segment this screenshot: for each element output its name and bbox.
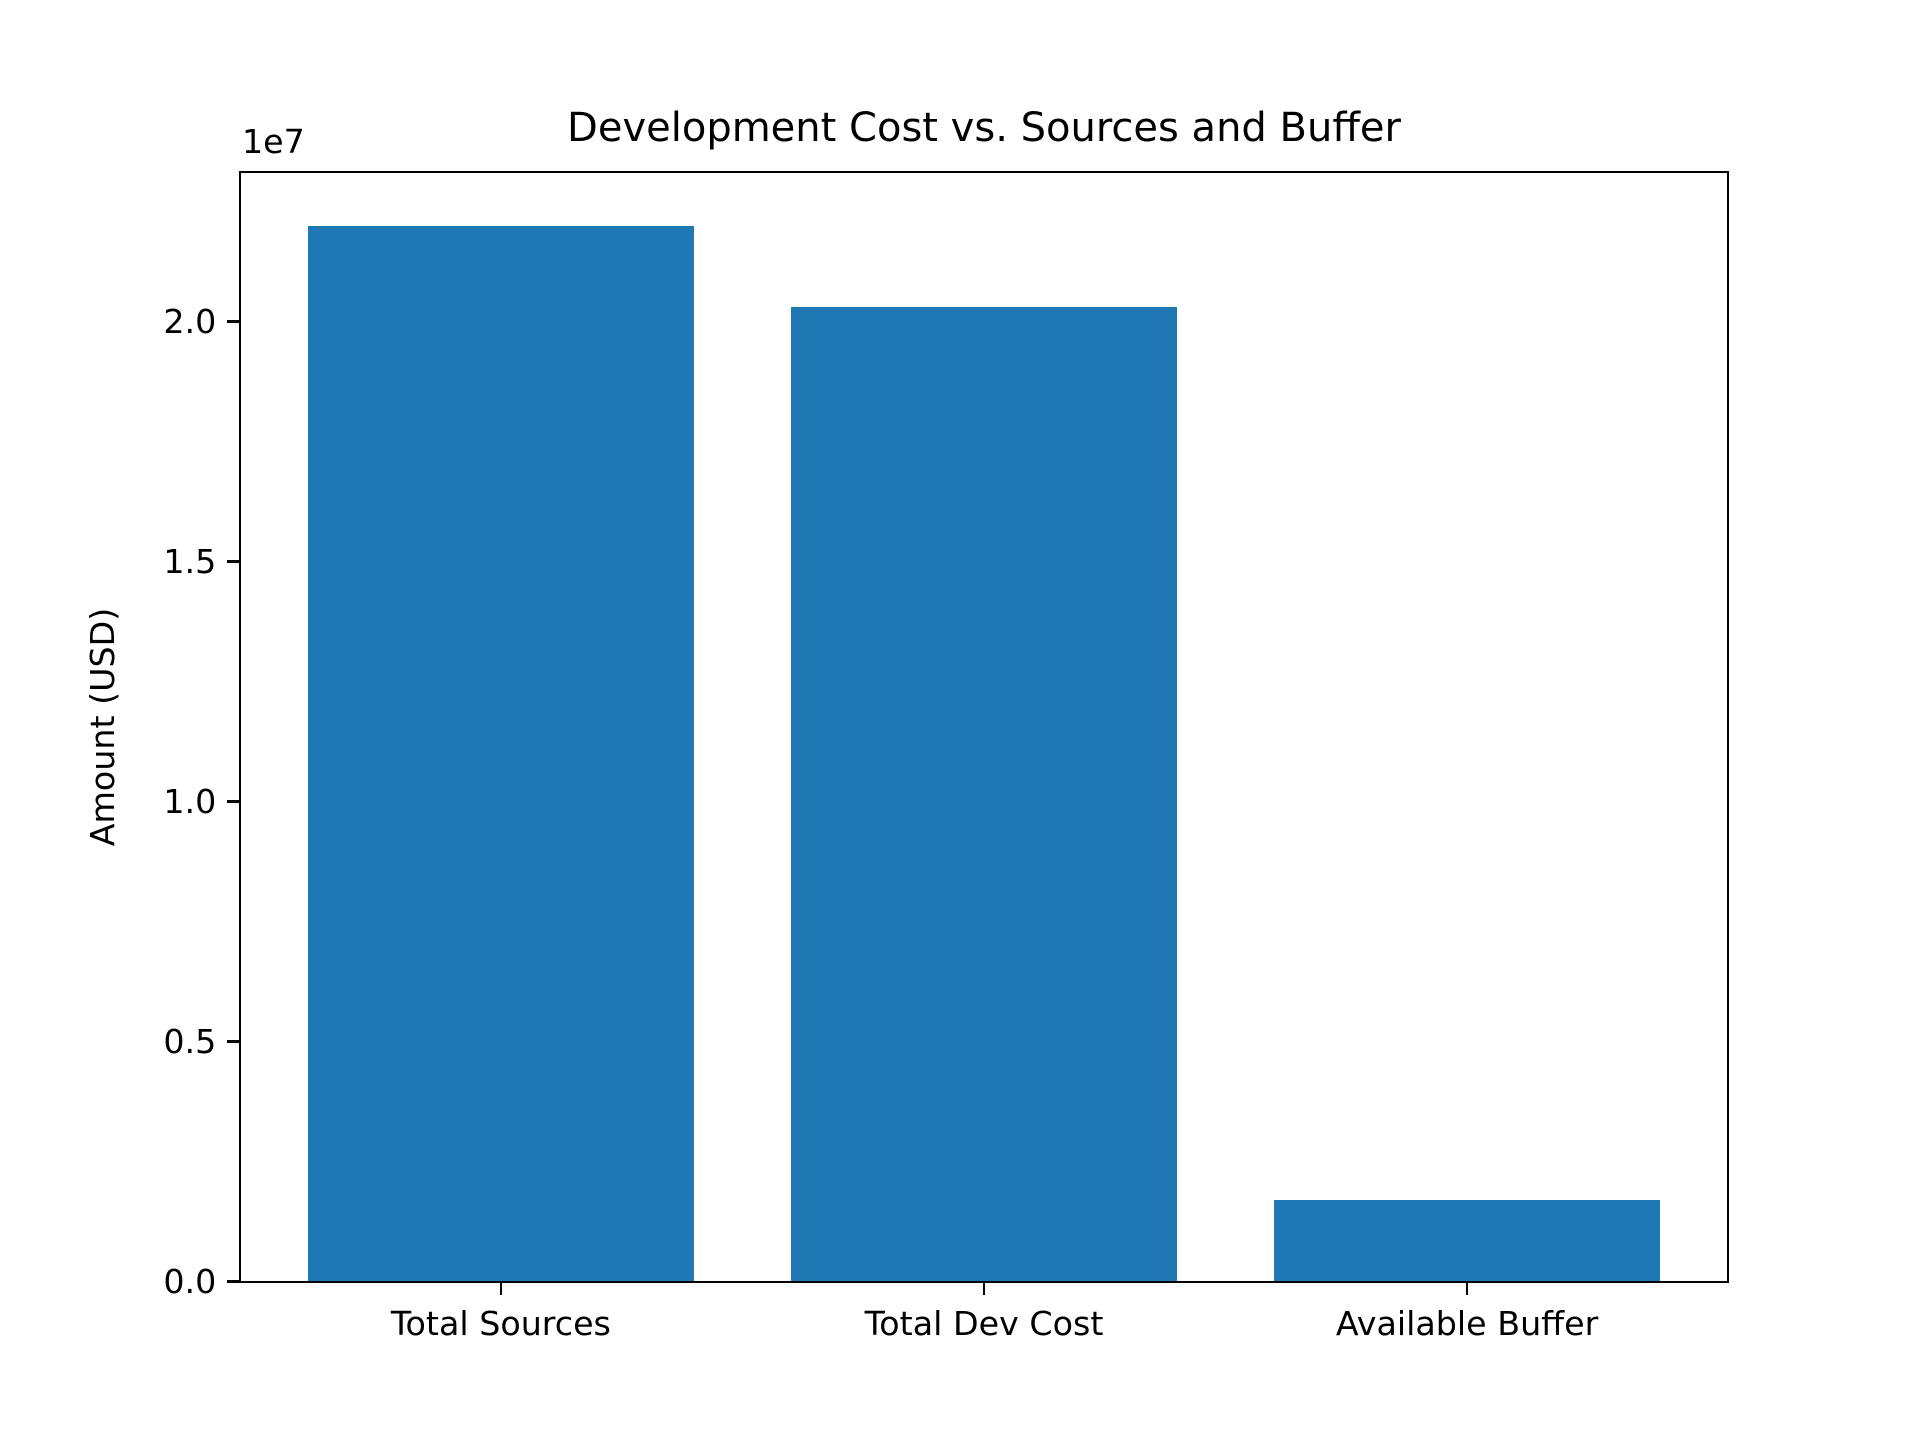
x-tick-label: Total Sources <box>390 1304 611 1344</box>
y-tick-mark <box>226 1040 239 1043</box>
y-tick-label: 1.0 <box>163 781 217 821</box>
x-tick-label: Total Dev Cost <box>864 1304 1104 1344</box>
bar-total-dev-cost <box>790 307 1178 1282</box>
x-tick-mark <box>982 1282 986 1295</box>
chart-title: Development Cost vs. Sources and Buffer <box>567 105 1401 151</box>
bar-available-buffer <box>1273 1200 1661 1282</box>
y-tick-mark <box>226 800 239 803</box>
y-tick-label: 1.5 <box>163 541 217 581</box>
y-tick-label: 0.0 <box>163 1261 217 1301</box>
x-tick-mark <box>1465 1282 1469 1295</box>
x-tick-label: Available Buffer <box>1335 1304 1599 1344</box>
y-tick-mark <box>226 560 239 563</box>
y-tick-label: 2.0 <box>163 301 217 341</box>
x-tick-mark <box>499 1282 503 1295</box>
y-axis-offset-label: 1e7 <box>242 122 305 161</box>
y-tick-mark <box>226 320 239 323</box>
bar-total-sources <box>307 225 695 1282</box>
y-tick-label: 0.5 <box>163 1021 217 1061</box>
y-tick-mark <box>226 1280 239 1283</box>
y-axis-label: Amount (USD) <box>83 607 122 847</box>
